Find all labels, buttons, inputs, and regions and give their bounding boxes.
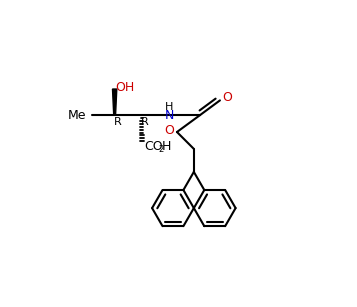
Text: O: O	[222, 91, 232, 104]
Text: 2: 2	[158, 145, 164, 154]
Text: N: N	[165, 109, 174, 122]
Text: O: O	[164, 124, 174, 137]
Text: CO: CO	[145, 140, 164, 153]
Text: H: H	[162, 140, 171, 153]
Text: R: R	[114, 117, 122, 127]
Polygon shape	[112, 89, 117, 115]
Text: H: H	[165, 102, 174, 111]
Text: OH: OH	[115, 81, 134, 94]
Text: R: R	[141, 117, 149, 127]
Text: Me: Me	[67, 109, 86, 122]
